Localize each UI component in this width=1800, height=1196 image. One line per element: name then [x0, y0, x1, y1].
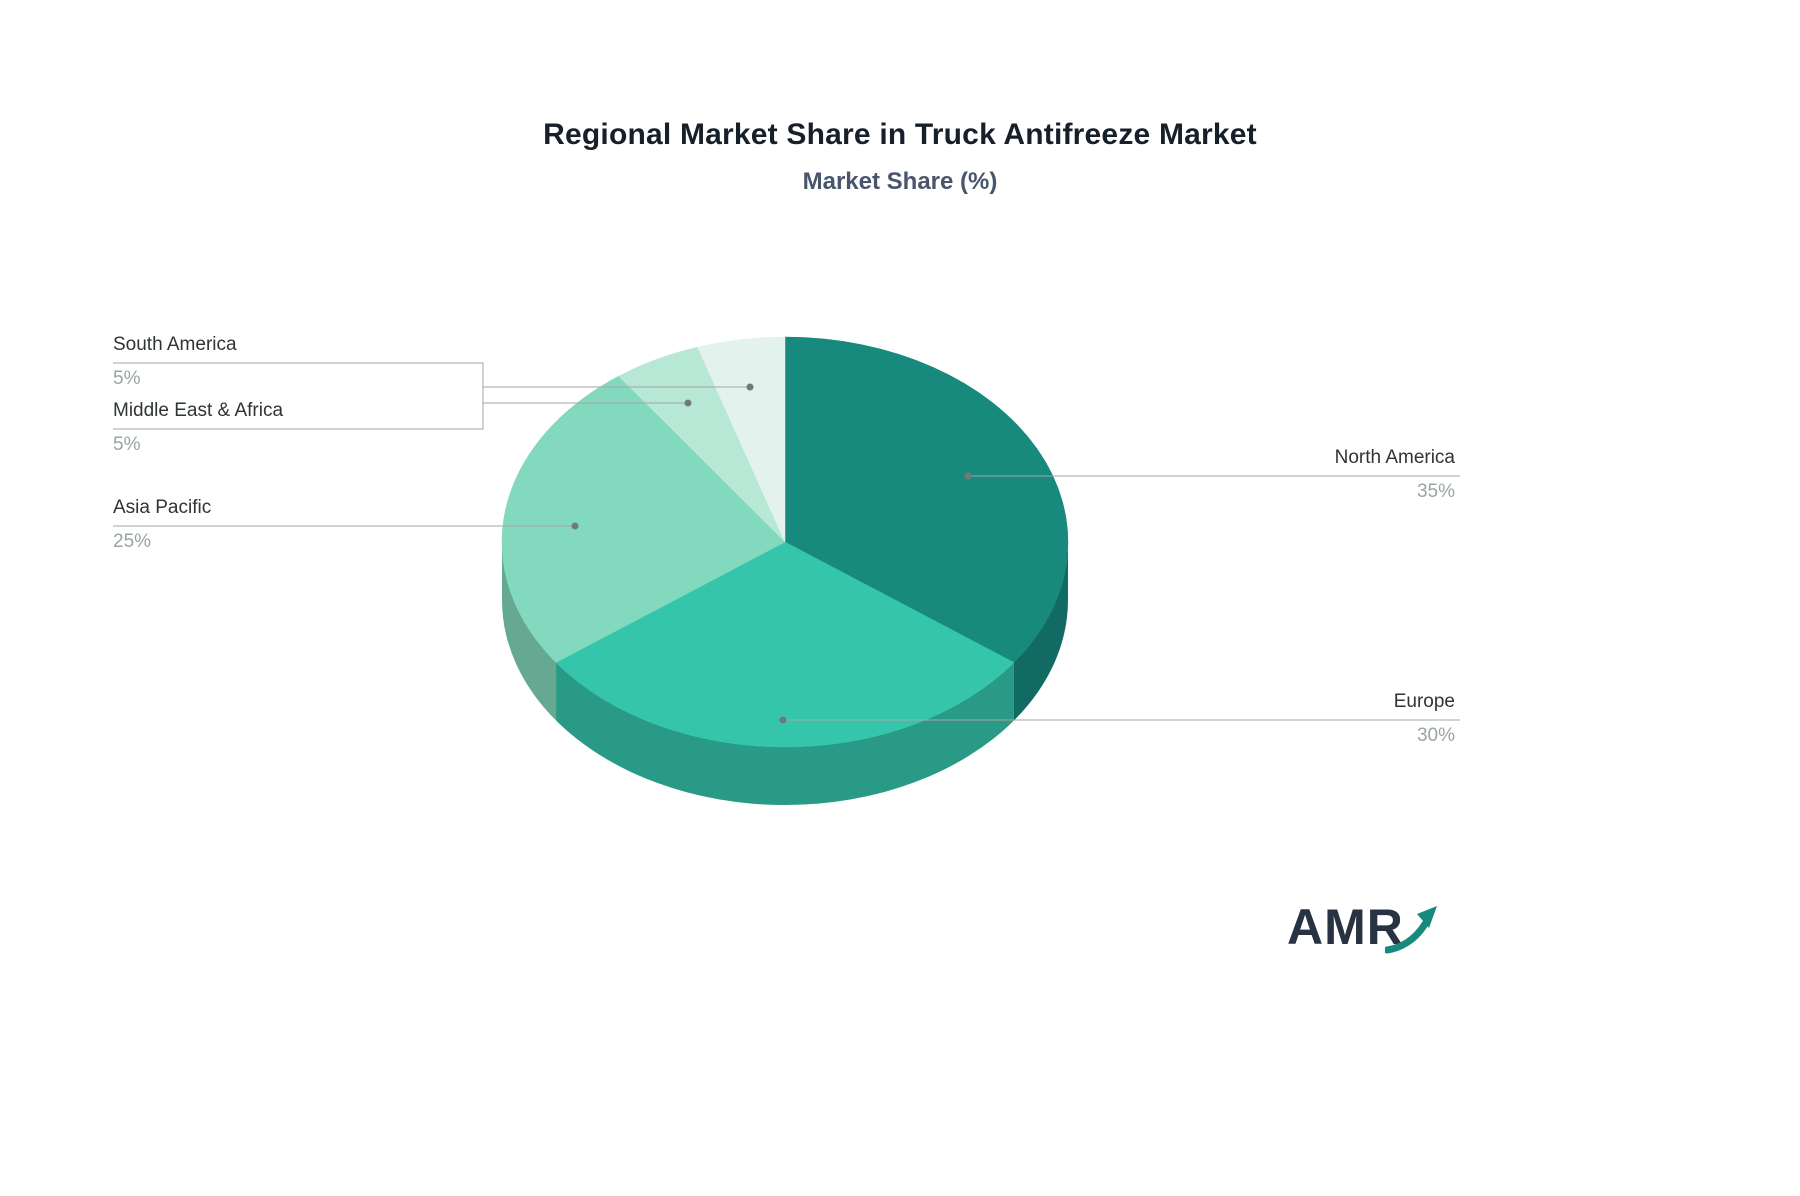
- label-europe: Europe 30%: [1394, 691, 1455, 747]
- amr-logo: AMR: [1287, 898, 1447, 968]
- slice-label: Asia Pacific: [113, 497, 212, 518]
- slice-percent: 35%: [1416, 481, 1455, 502]
- slice-label: North America: [1334, 447, 1455, 468]
- slice-percent: 25%: [113, 531, 152, 552]
- slice-label: Europe: [1393, 691, 1455, 712]
- logo-text: AMR: [1287, 899, 1404, 955]
- label-south-america: South America 5%: [113, 334, 237, 390]
- slice-label: Middle East & Africa: [113, 400, 284, 421]
- chart-subtitle: Market Share (%): [802, 168, 998, 195]
- slice-percent: 5%: [113, 434, 141, 455]
- label-asia-pacific: Asia Pacific 25%: [113, 497, 211, 553]
- slice-percent: 30%: [1416, 725, 1455, 746]
- slice-percent: 5%: [113, 368, 141, 389]
- slice-label: South America: [113, 334, 237, 355]
- logo-arrow-icon: [1385, 906, 1437, 954]
- label-middle-east-africa: Middle East & Africa 5%: [113, 400, 283, 456]
- label-north-america: North America 35%: [1335, 447, 1455, 503]
- chart-title: Regional Market Share in Truck Antifreez…: [543, 118, 1257, 151]
